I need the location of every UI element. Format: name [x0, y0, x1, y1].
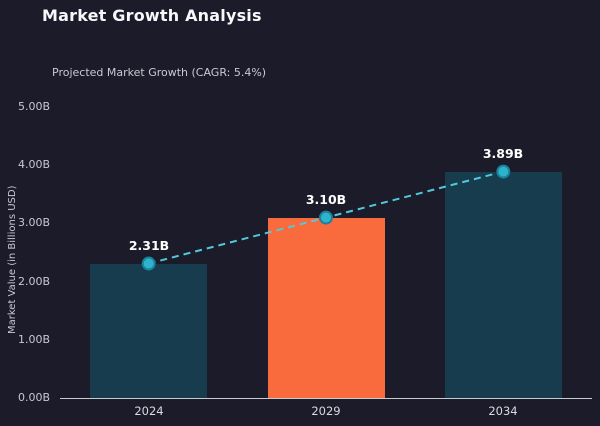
- y-tick-label: 3.00B: [18, 216, 51, 230]
- bar-2034: [445, 172, 562, 398]
- value-label: 3.89B: [482, 146, 524, 161]
- y-tick-label: 1.00B: [18, 332, 51, 346]
- y-tick-label: 4.00B: [18, 158, 51, 172]
- value-label: 3.10B: [305, 192, 347, 207]
- chart-subtitle: Projected Market Growth (CAGR: 5.4%): [52, 66, 267, 79]
- bar-2024: [90, 264, 207, 398]
- y-axis-label: Market Value (in Billions USD): [7, 185, 18, 334]
- x-tick-label: 2034: [488, 404, 518, 418]
- bar-2029: [268, 218, 385, 398]
- x-axis-line: [60, 398, 592, 399]
- value-label: 2.31B: [128, 238, 170, 253]
- y-tick-label: 2.00B: [18, 274, 51, 288]
- x-tick-label: 2029: [311, 404, 341, 418]
- y-tick-label: 0.00B: [18, 391, 51, 404]
- chart-title: Market Growth Analysis: [42, 6, 262, 25]
- y-tick-label: 5.00B: [18, 100, 51, 113]
- x-tick-label: 2024: [134, 404, 164, 418]
